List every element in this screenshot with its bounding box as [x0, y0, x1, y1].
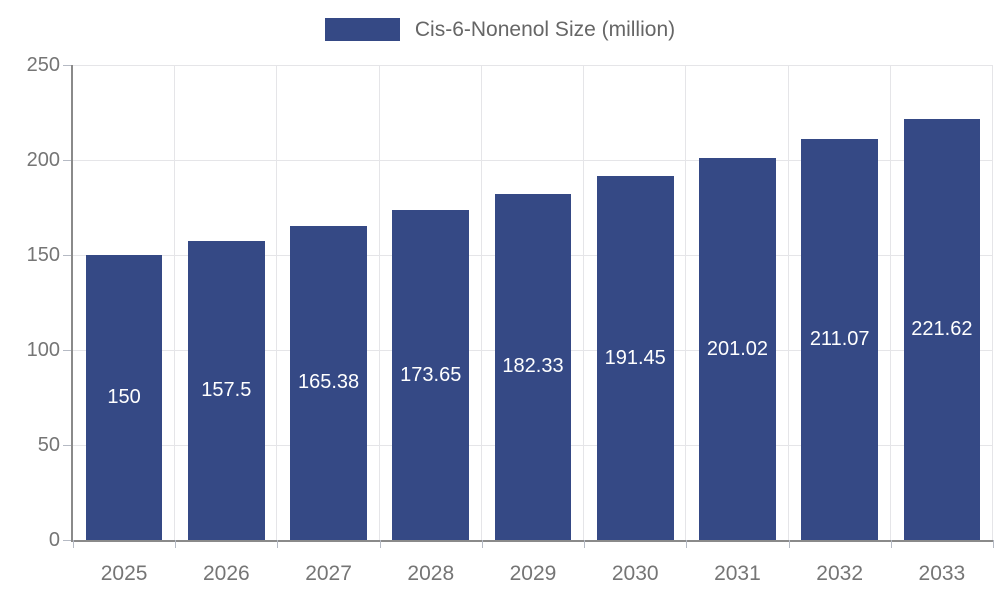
- y-axis-tick-label: 150: [26, 244, 60, 266]
- x-axis-tick-label: 2025: [100, 562, 148, 585]
- gridline-vertical: [889, 65, 891, 540]
- y-axis-tick-mark: [63, 65, 71, 66]
- legend[interactable]: Cis-6-Nonenol Size (million): [0, 18, 1000, 41]
- y-axis-tick-label: 50: [37, 434, 60, 456]
- bar-value-label: 150: [107, 386, 141, 408]
- x-axis-tick-label: 2033: [918, 562, 966, 585]
- x-axis-tick-mark: [686, 540, 688, 548]
- x-axis-tick-mark: [788, 540, 790, 548]
- bar-value-label: 165.38: [297, 371, 360, 394]
- legend-swatch: [324, 18, 400, 41]
- x-axis-tick-label: 2028: [407, 562, 455, 585]
- bar-2029[interactable]: 182.33: [494, 193, 572, 540]
- x-axis-tick-label: 2031: [714, 562, 761, 585]
- x-axis-tick-mark: [481, 540, 483, 548]
- bar-2027[interactable]: 165.38: [290, 225, 367, 540]
- x-axis-tick-label: 2026: [202, 562, 250, 585]
- y-axis-tick-label: 200: [26, 149, 60, 171]
- bar-2032[interactable]: 211.07: [801, 138, 878, 540]
- y-axis-tick-label: 0: [48, 529, 60, 551]
- bar-2028[interactable]: 173.65: [392, 210, 470, 540]
- legend-label: Cis-6-Nonenol Size (million): [414, 18, 676, 41]
- bar-2031[interactable]: 201.02: [699, 158, 776, 540]
- bar-2030[interactable]: 191.45: [596, 176, 674, 540]
- gridline-vertical: [992, 65, 993, 540]
- bar-value-label: 211.07: [809, 327, 870, 350]
- gridline-vertical: [685, 65, 687, 540]
- y-axis-tick-mark: [63, 255, 71, 256]
- y-axis-tick-mark: [63, 160, 71, 161]
- x-axis-tick-mark: [277, 540, 279, 548]
- gridline-horizontal: [73, 65, 993, 66]
- x-axis-tick-mark: [73, 540, 74, 548]
- gridline-vertical: [174, 65, 176, 540]
- bar-2033[interactable]: 221.62: [903, 118, 981, 540]
- y-axis-line: [71, 65, 73, 540]
- x-axis-tick-mark: [993, 540, 994, 548]
- gridline-vertical: [378, 65, 380, 540]
- y-axis-tick-label: 250: [26, 54, 60, 76]
- x-axis-tick-label: 2027: [305, 562, 352, 585]
- x-axis-tick-label: 2029: [509, 562, 557, 585]
- gridline-vertical: [480, 65, 482, 540]
- y-axis-tick-mark: [63, 445, 71, 446]
- x-axis-line: [71, 540, 993, 542]
- x-axis-tick-mark: [175, 540, 177, 548]
- x-axis-tick-mark: [584, 540, 586, 548]
- bar-value-label: 221.62: [911, 317, 973, 340]
- gridline-horizontal: [73, 160, 993, 161]
- bar-value-label: 201.02: [706, 337, 769, 360]
- gridline-vertical: [583, 65, 585, 540]
- y-axis-tick-mark: [63, 540, 71, 541]
- x-axis-tick-mark: [890, 540, 892, 548]
- gridline-vertical: [276, 65, 278, 540]
- y-axis-tick-mark: [63, 350, 71, 351]
- bar-value-label: 173.65: [400, 363, 462, 386]
- plot-area: 150 157.5 165.38 173.65 182.33 191.45 201.02 21…: [71, 65, 993, 542]
- bar-2026[interactable]: 157.5: [188, 240, 265, 540]
- x-axis-tick-label: 2032: [816, 562, 864, 585]
- y-axis-tick-label: 100: [26, 339, 60, 361]
- bar-value-label: 157.5: [201, 378, 252, 401]
- bar-2025[interactable]: 150: [85, 255, 163, 540]
- bar-value-label: 191.45: [604, 346, 666, 369]
- x-axis-tick-label: 2030: [611, 562, 659, 585]
- bar-value-label: 182.33: [502, 355, 564, 378]
- x-axis-tick-mark: [379, 540, 381, 548]
- gridline-vertical: [787, 65, 789, 540]
